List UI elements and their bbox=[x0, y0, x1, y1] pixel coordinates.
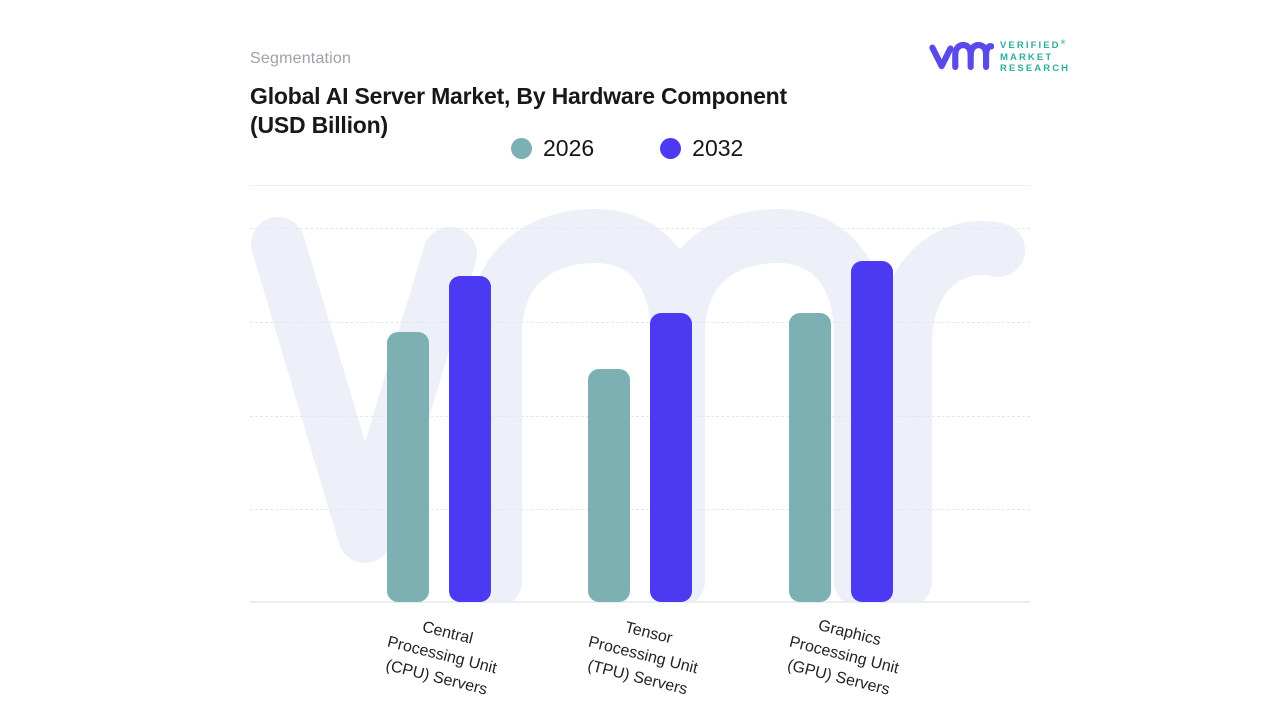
gridline bbox=[250, 415, 1030, 417]
bar-2032-category-1 bbox=[449, 276, 491, 602]
brand-line-verified: VERIFIED® bbox=[1000, 39, 1066, 52]
legend-label: 2026 bbox=[543, 135, 595, 161]
section-label: Segmentation bbox=[250, 50, 352, 67]
chart-title-line2: (USD Billion) bbox=[250, 112, 388, 138]
chart-legend: 2026 2032 bbox=[511, 135, 743, 162]
gridline bbox=[250, 228, 1030, 229]
brand-line-research: RESEARCH bbox=[1000, 63, 1071, 75]
brand-logo-text: VERIFIED® MARKET RESEARCH bbox=[1000, 37, 1070, 75]
plot-area bbox=[250, 186, 1030, 603]
bar-2032-category-2 bbox=[650, 313, 692, 602]
vmr-monogram-icon bbox=[929, 41, 994, 71]
vmr-watermark-icon bbox=[251, 209, 1025, 603]
x-axis-line bbox=[250, 601, 1030, 603]
legend-label: 2032 bbox=[692, 135, 744, 161]
gridline bbox=[250, 509, 1030, 511]
registered-mark: ® bbox=[1060, 39, 1066, 47]
legend-item-2032: 2032 bbox=[660, 135, 743, 162]
x-axis-label: Tensor Processing Unit (TPU) Servers bbox=[542, 599, 743, 712]
x-axis-label: Graphics Processing Unit (GPU) Servers bbox=[743, 599, 944, 712]
chart-title: Global AI Server Market, By Hardware Com… bbox=[250, 82, 890, 140]
brand-logo: VERIFIED® MARKET RESEARCH bbox=[928, 34, 1070, 78]
bar-2026-category-1 bbox=[387, 332, 429, 602]
bar-2032-category-3 bbox=[851, 261, 893, 602]
bar-2026-category-2 bbox=[588, 369, 630, 602]
chart-title-line1: Global AI Server Market, By Hardware Com… bbox=[250, 83, 787, 109]
brand-line-market: MARKET bbox=[1000, 51, 1054, 63]
legend-swatch-icon bbox=[660, 138, 682, 159]
legend-item-2026: 2026 bbox=[511, 135, 594, 162]
bar-2026-category-3 bbox=[789, 313, 831, 602]
x-axis-label: Central Processing Unit (CPU) Servers bbox=[341, 599, 542, 712]
header-divider bbox=[250, 185, 1030, 186]
legend-swatch-icon bbox=[511, 138, 532, 159]
gridline bbox=[250, 321, 1030, 323]
